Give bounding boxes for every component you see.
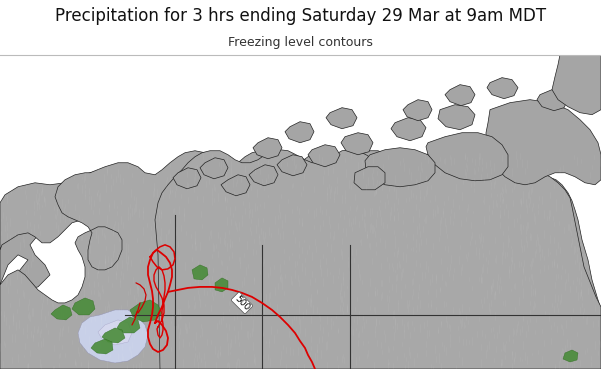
Polygon shape	[486, 100, 601, 185]
Polygon shape	[365, 148, 435, 187]
Polygon shape	[200, 158, 228, 179]
Polygon shape	[391, 118, 426, 141]
Polygon shape	[155, 150, 601, 369]
Polygon shape	[221, 175, 250, 196]
Polygon shape	[426, 133, 508, 181]
Polygon shape	[51, 305, 72, 320]
Polygon shape	[487, 77, 518, 99]
Polygon shape	[192, 265, 208, 280]
Polygon shape	[215, 278, 228, 292]
Polygon shape	[552, 55, 601, 115]
Polygon shape	[91, 339, 113, 354]
Polygon shape	[117, 317, 140, 333]
Polygon shape	[0, 170, 158, 250]
Text: 500: 500	[233, 294, 251, 312]
Text: Precipitation for 3 hrs ending Saturday 29 Mar at 9am MDT: Precipitation for 3 hrs ending Saturday …	[55, 7, 546, 25]
Polygon shape	[249, 165, 278, 186]
Text: Freezing level contours: Freezing level contours	[228, 36, 373, 49]
Polygon shape	[537, 90, 568, 111]
Polygon shape	[445, 85, 475, 106]
Polygon shape	[253, 138, 282, 159]
Polygon shape	[98, 320, 132, 345]
Polygon shape	[326, 108, 357, 129]
Polygon shape	[285, 122, 314, 143]
Polygon shape	[563, 350, 578, 362]
Polygon shape	[438, 105, 475, 130]
Polygon shape	[102, 328, 125, 343]
Polygon shape	[341, 133, 373, 155]
Polygon shape	[173, 168, 201, 189]
Polygon shape	[0, 151, 601, 369]
Polygon shape	[72, 298, 95, 315]
Polygon shape	[354, 167, 385, 190]
Polygon shape	[277, 155, 307, 176]
Polygon shape	[0, 200, 72, 369]
Polygon shape	[78, 310, 148, 363]
Polygon shape	[564, 80, 588, 101]
Polygon shape	[130, 300, 162, 322]
Polygon shape	[308, 145, 340, 167]
Polygon shape	[403, 100, 432, 121]
